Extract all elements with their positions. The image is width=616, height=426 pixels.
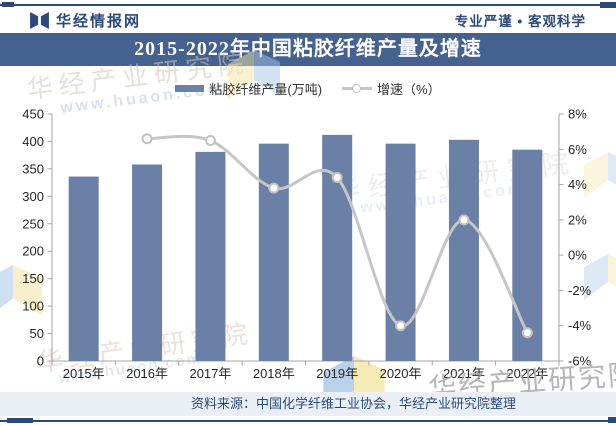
growth-marker: [268, 182, 280, 194]
y-axis-right-label: 8%: [568, 107, 587, 122]
y-axis-left-label: 250: [22, 216, 44, 231]
brand: 华经情报网: [30, 10, 141, 31]
production-bar: [322, 134, 353, 361]
growth-marker: [458, 214, 470, 226]
x-axis-label: 2016年: [126, 366, 168, 381]
source-text: 资料来源：中国化学纤维工业协会，华经产业研究院整理: [190, 396, 516, 411]
legend-bar-label: 粘胶纤维产量(万吨): [209, 82, 323, 97]
production-bar: [195, 151, 226, 361]
chart-title: 2015-2022年中国粘胶纤维产量及增速: [134, 38, 482, 60]
growth-marker: [395, 320, 407, 332]
y-axis-right-label: -4%: [568, 318, 592, 333]
chart-legend: 粘胶纤维产量(万吨) 增速（%）: [0, 79, 616, 98]
y-axis-right-label: 6%: [568, 142, 587, 157]
legend-marker-icon: [352, 83, 362, 93]
brand-logo-icon: [30, 11, 49, 29]
legend-line-label: 增速（%）: [377, 82, 441, 97]
source-bar: 资料来源：中国化学纤维工业协会，华经产业研究院整理: [0, 392, 616, 416]
top-border-cap-left: [2, 2, 14, 7]
legend-item-production: 粘胶纤维产量(万吨): [175, 79, 322, 98]
y-axis-left-label: 350: [22, 161, 44, 176]
bottom-border-cap-left: [7, 418, 33, 423]
growth-marker: [521, 327, 533, 339]
production-bar: [68, 176, 99, 361]
x-axis-label: 2015年: [63, 366, 105, 381]
x-axis-label: 2021年: [443, 366, 485, 381]
top-border-cap-right: [600, 2, 616, 8]
y-axis-right-label: 2%: [568, 212, 587, 227]
y-axis-left-label: 100: [22, 299, 44, 314]
y-axis-right-label: -2%: [568, 283, 592, 298]
legend-bar-swatch: [175, 85, 205, 92]
production-bar: [258, 143, 289, 361]
x-axis-label: 2019年: [316, 366, 358, 381]
top-border-line: [0, 4, 616, 6]
legend-item-growth: 增速（%）: [342, 79, 441, 98]
bottom-border-cap-right: [608, 417, 616, 423]
x-axis-label: 2020年: [380, 366, 422, 381]
site-header: 华经情报网 专业严谨 • 客观科学: [0, 8, 616, 32]
chart-canvas: 0 50 100 150 200 250 300 350 400 450 -6% -4% -2% 0% 2%…: [22, 107, 592, 382]
legend-line-swatch: [342, 83, 373, 93]
y-axis-left-label: 150: [22, 271, 44, 286]
y-axis-right-label: 0%: [568, 248, 587, 263]
y-axis-left-label: 300: [22, 189, 44, 204]
growth-marker: [331, 172, 343, 184]
production-bar: [512, 149, 543, 361]
y-axis-left-label: 50: [30, 326, 44, 341]
brand-name: 华经情报网: [56, 12, 142, 30]
y-axis-right-label: -6%: [568, 354, 592, 369]
y-axis-left-label: 450: [22, 107, 44, 122]
y-axis-left-label: 400: [22, 134, 44, 149]
chart-title-bar: 2015-2022年中国粘胶纤维产量及增速: [0, 33, 616, 66]
growth-marker: [141, 133, 153, 145]
production-bar: [132, 164, 163, 361]
header-slogan: 专业严谨 • 客观科学: [454, 14, 586, 29]
x-axis-label: 2018年: [253, 366, 295, 381]
production-bar: [448, 139, 479, 361]
bottom-border-line: [0, 420, 616, 422]
y-axis-right-label: 4%: [568, 177, 587, 192]
x-axis-label: 2017年: [189, 366, 231, 381]
growth-marker: [204, 134, 216, 146]
y-axis-left-label: 0: [37, 354, 44, 369]
y-axis-left-label: 200: [22, 244, 44, 259]
x-axis-label: 2022年: [506, 366, 548, 381]
